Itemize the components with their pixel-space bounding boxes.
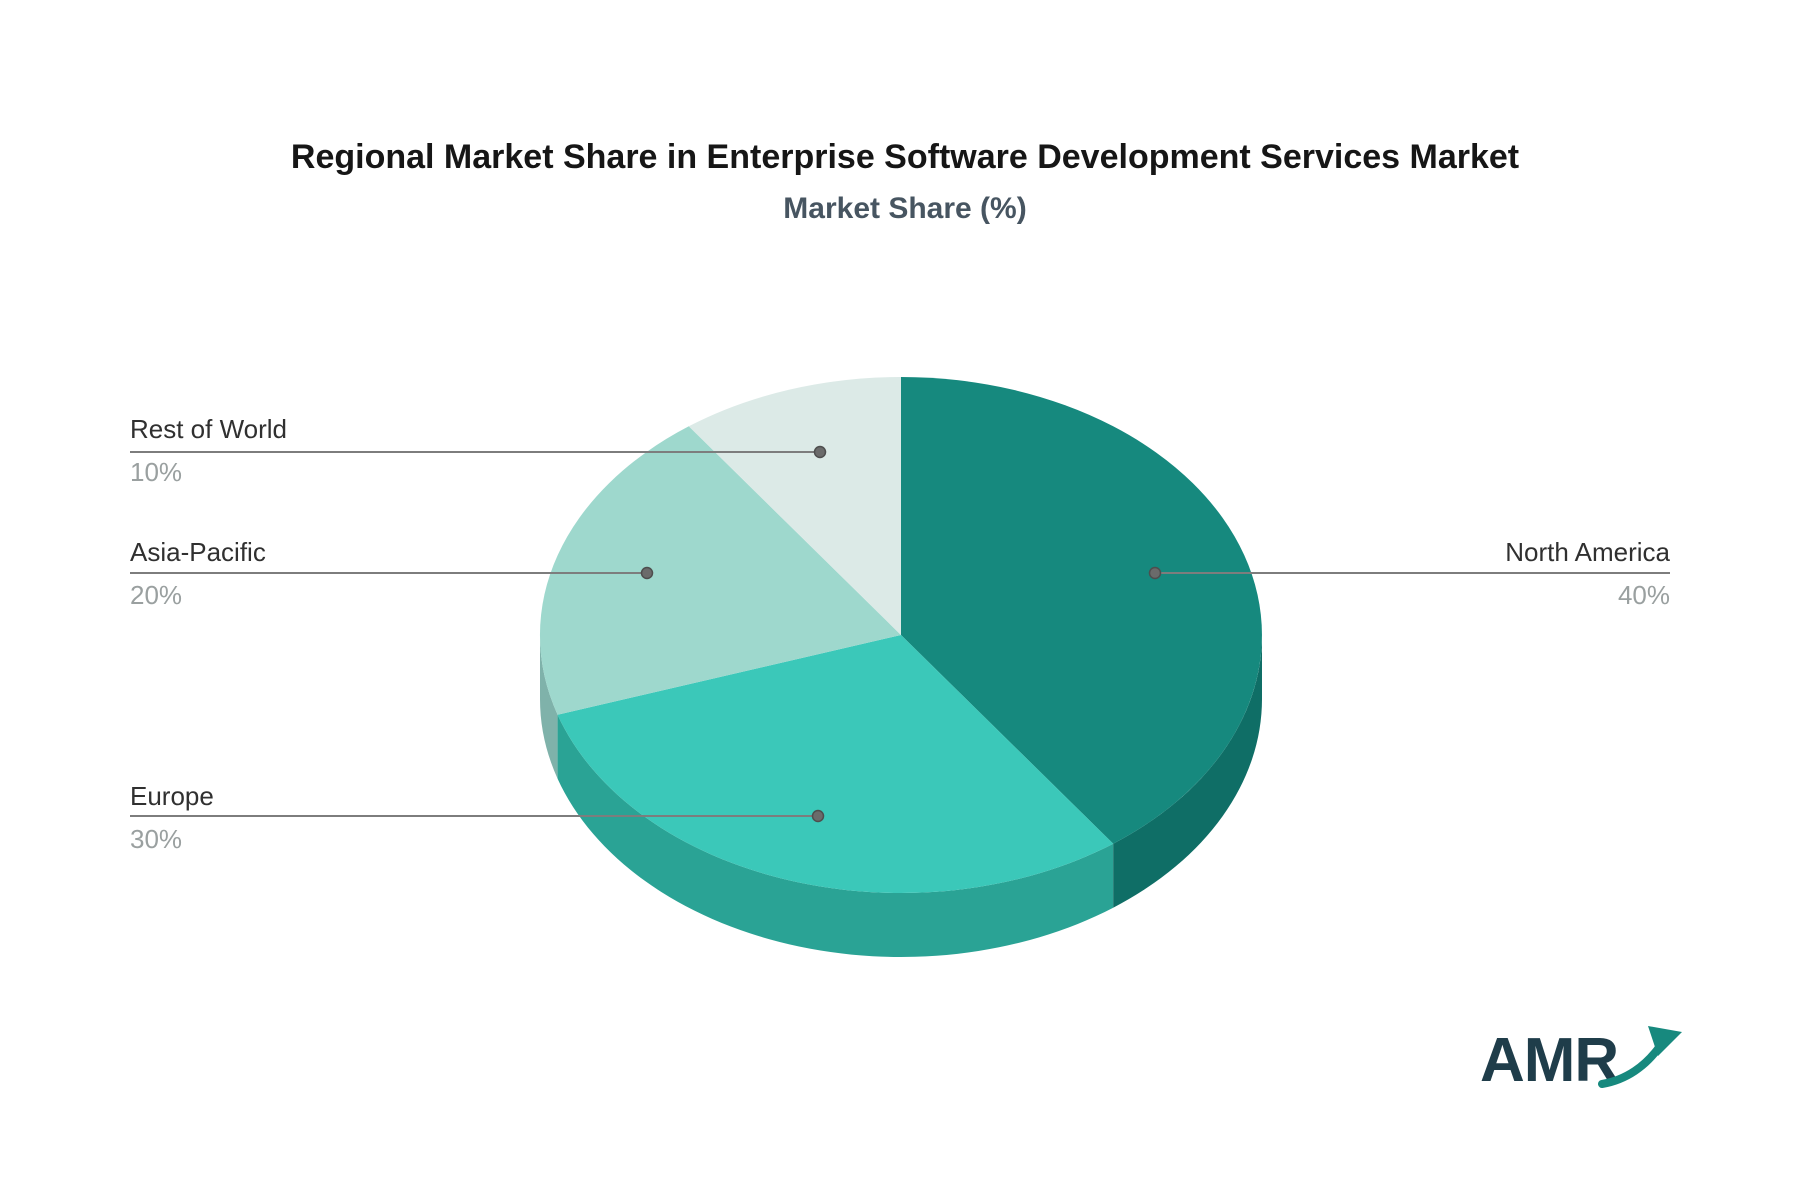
label-asia-pacific-percent: 20% — [130, 580, 183, 610]
chart-subtitle: Market Share (%) — [783, 192, 1027, 225]
pie-slice-europe[interactable] — [557, 635, 1114, 894]
label-rest-of-world-name: Rest of World — [130, 414, 288, 444]
leader-dot-north-america — [1148, 566, 1162, 580]
pie-slice-side-asia-pacific — [539, 635, 558, 779]
label-europe: Europe 30% — [130, 781, 690, 854]
pie-slice-rest-of-world[interactable] — [688, 377, 901, 635]
leader-dot-rest-of-world — [813, 445, 827, 459]
label-asia-pacific-name: Asia-Pacific — [130, 537, 266, 567]
amr-logo: AMR — [1480, 1026, 1710, 1108]
label-rest-of-world: Rest of World 10% — [130, 414, 690, 487]
pie-slice-north-america[interactable] — [901, 377, 1262, 844]
label-north-america: North America 40% — [1110, 537, 1670, 610]
amr-logo-text: AMR — [1480, 1026, 1619, 1095]
label-europe-name: Europe — [130, 781, 214, 811]
pie-slice-side-europe — [557, 714, 1114, 958]
pie-slice-side-north-america — [1113, 635, 1262, 908]
pie-slice-asia-pacific[interactable] — [539, 426, 901, 715]
label-north-america-percent: 40% — [1617, 580, 1670, 610]
label-europe-percent: 30% — [130, 824, 183, 854]
leader-dot-europe — [811, 809, 825, 823]
label-north-america-name: North America — [1505, 537, 1670, 567]
leader-dot-asia-pacific — [640, 566, 654, 580]
label-asia-pacific: Asia-Pacific 20% — [130, 537, 690, 610]
chart-title: Regional Market Share in Enterprise Soft… — [290, 138, 1520, 176]
label-rest-of-world-percent: 10% — [130, 457, 183, 487]
logo-arrow-icon — [1598, 1026, 1682, 1088]
